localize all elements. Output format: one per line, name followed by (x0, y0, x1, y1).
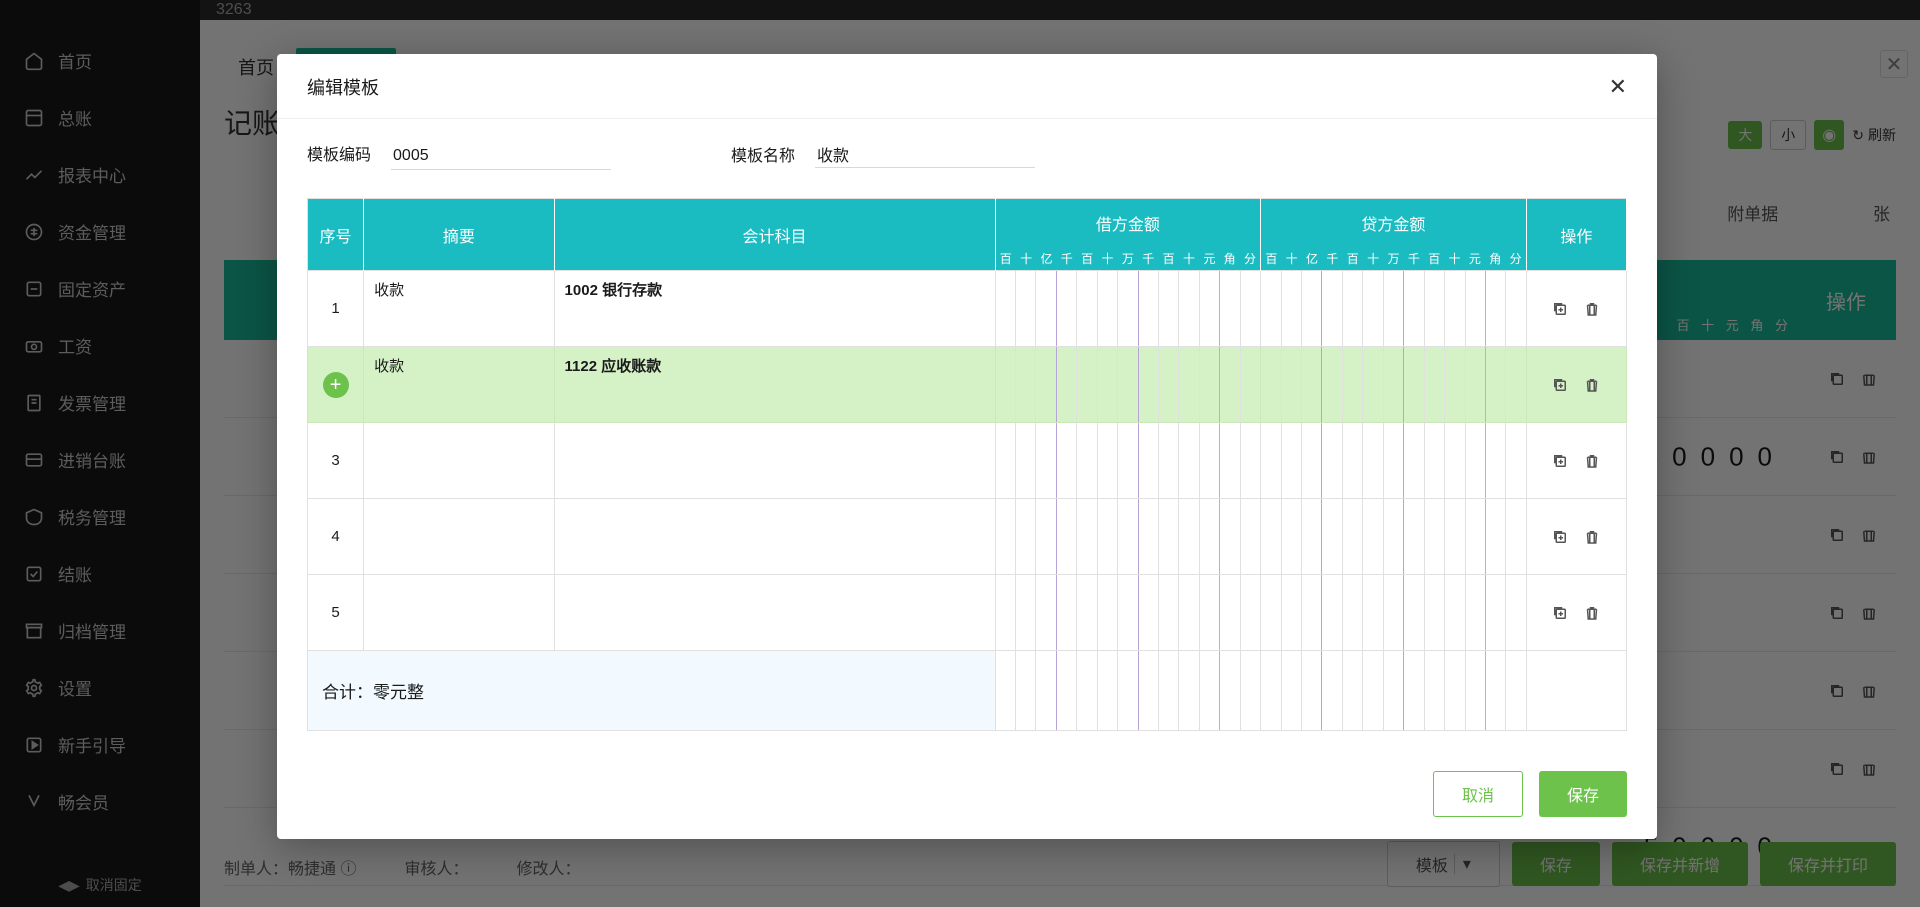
delete-icon[interactable] (1583, 452, 1601, 470)
row-summary[interactable] (364, 423, 554, 499)
row-credit[interactable] (1261, 575, 1527, 651)
row-seq: 4 (308, 499, 364, 575)
col-seq: 序号 (308, 199, 364, 271)
row-summary[interactable]: 收款 (364, 271, 554, 347)
total-row: 合计：零元整 (308, 651, 1627, 731)
table-row[interactable]: 3 (308, 423, 1627, 499)
row-subject[interactable] (554, 575, 995, 651)
modal-title: 编辑模板 (307, 74, 379, 100)
row-actions (1526, 575, 1626, 651)
code-label: 模板编码 (307, 141, 371, 165)
table-row[interactable]: 5 (308, 575, 1627, 651)
delete-icon[interactable] (1583, 604, 1601, 622)
row-debit[interactable] (995, 271, 1261, 347)
copy-icon[interactable] (1551, 452, 1569, 470)
delete-icon[interactable] (1583, 376, 1601, 394)
row-debit[interactable] (995, 347, 1261, 423)
row-credit[interactable] (1261, 271, 1527, 347)
field-template-code: 模板编码 (307, 141, 611, 170)
col-credit: 贷方金额 (1261, 199, 1527, 248)
copy-icon[interactable] (1551, 528, 1569, 546)
table-row[interactable]: 4 (308, 499, 1627, 575)
copy-icon[interactable] (1551, 300, 1569, 318)
modal-header: 编辑模板 ✕ (277, 54, 1657, 119)
debit-units: 百十亿千百十万千百十元角分 (995, 247, 1261, 271)
row-summary[interactable] (364, 575, 554, 651)
total-debit (995, 651, 1261, 731)
delete-icon[interactable] (1583, 528, 1601, 546)
row-summary[interactable] (364, 499, 554, 575)
row-actions (1526, 423, 1626, 499)
template-table: 序号 摘要 会计科目 借方金额 贷方金额 操作 百十亿千百十万千百十元角分 (307, 198, 1627, 731)
row-subject[interactable] (554, 423, 995, 499)
modal-close-icon[interactable]: ✕ (1609, 76, 1627, 98)
row-debit[interactable] (995, 499, 1261, 575)
row-seq: 3 (308, 423, 364, 499)
modal-body: 模板编码 模板名称 序号 摘要 会计科目 (277, 119, 1657, 755)
row-actions (1526, 499, 1626, 575)
row-credit[interactable] (1261, 423, 1527, 499)
row-actions (1526, 347, 1626, 423)
row-seq: 1 (308, 271, 364, 347)
table-row[interactable]: 1收款1002 银行存款 (308, 271, 1627, 347)
col-summary: 摘要 (364, 199, 554, 271)
row-actions (1526, 271, 1626, 347)
row-seq: 5 (308, 575, 364, 651)
row-debit[interactable] (995, 423, 1261, 499)
delete-icon[interactable] (1583, 300, 1601, 318)
total-credit (1261, 651, 1527, 731)
template-code-input[interactable] (391, 143, 611, 170)
modal-footer: 取消 保存 (277, 755, 1657, 839)
row-seq: + (308, 347, 364, 423)
field-template-name: 模板名称 (731, 141, 1035, 170)
copy-icon[interactable] (1551, 604, 1569, 622)
edit-template-modal: 编辑模板 ✕ 模板编码 模板名称 序 (277, 54, 1657, 839)
template-name-input[interactable] (815, 141, 1035, 168)
add-row-icon[interactable]: + (323, 372, 349, 398)
name-label: 模板名称 (731, 142, 795, 166)
total-label: 合计：零元整 (308, 651, 996, 731)
col-debit: 借方金额 (995, 199, 1261, 248)
row-summary[interactable]: 收款 (364, 347, 554, 423)
credit-units: 百十亿千百十万千百十元角分 (1261, 247, 1527, 271)
row-credit[interactable] (1261, 499, 1527, 575)
copy-icon[interactable] (1551, 376, 1569, 394)
save-button[interactable]: 保存 (1539, 771, 1627, 817)
row-credit[interactable] (1261, 347, 1527, 423)
col-action: 操作 (1526, 199, 1626, 271)
cancel-button[interactable]: 取消 (1433, 771, 1523, 817)
table-row[interactable]: + 收款1122 应收账款 (308, 347, 1627, 423)
form-row: 模板编码 模板名称 (307, 141, 1627, 170)
row-subject[interactable] (554, 499, 995, 575)
col-subject: 会计科目 (554, 199, 995, 271)
row-subject[interactable]: 1002 银行存款 (554, 271, 995, 347)
row-subject[interactable]: 1122 应收账款 (554, 347, 995, 423)
row-debit[interactable] (995, 575, 1261, 651)
